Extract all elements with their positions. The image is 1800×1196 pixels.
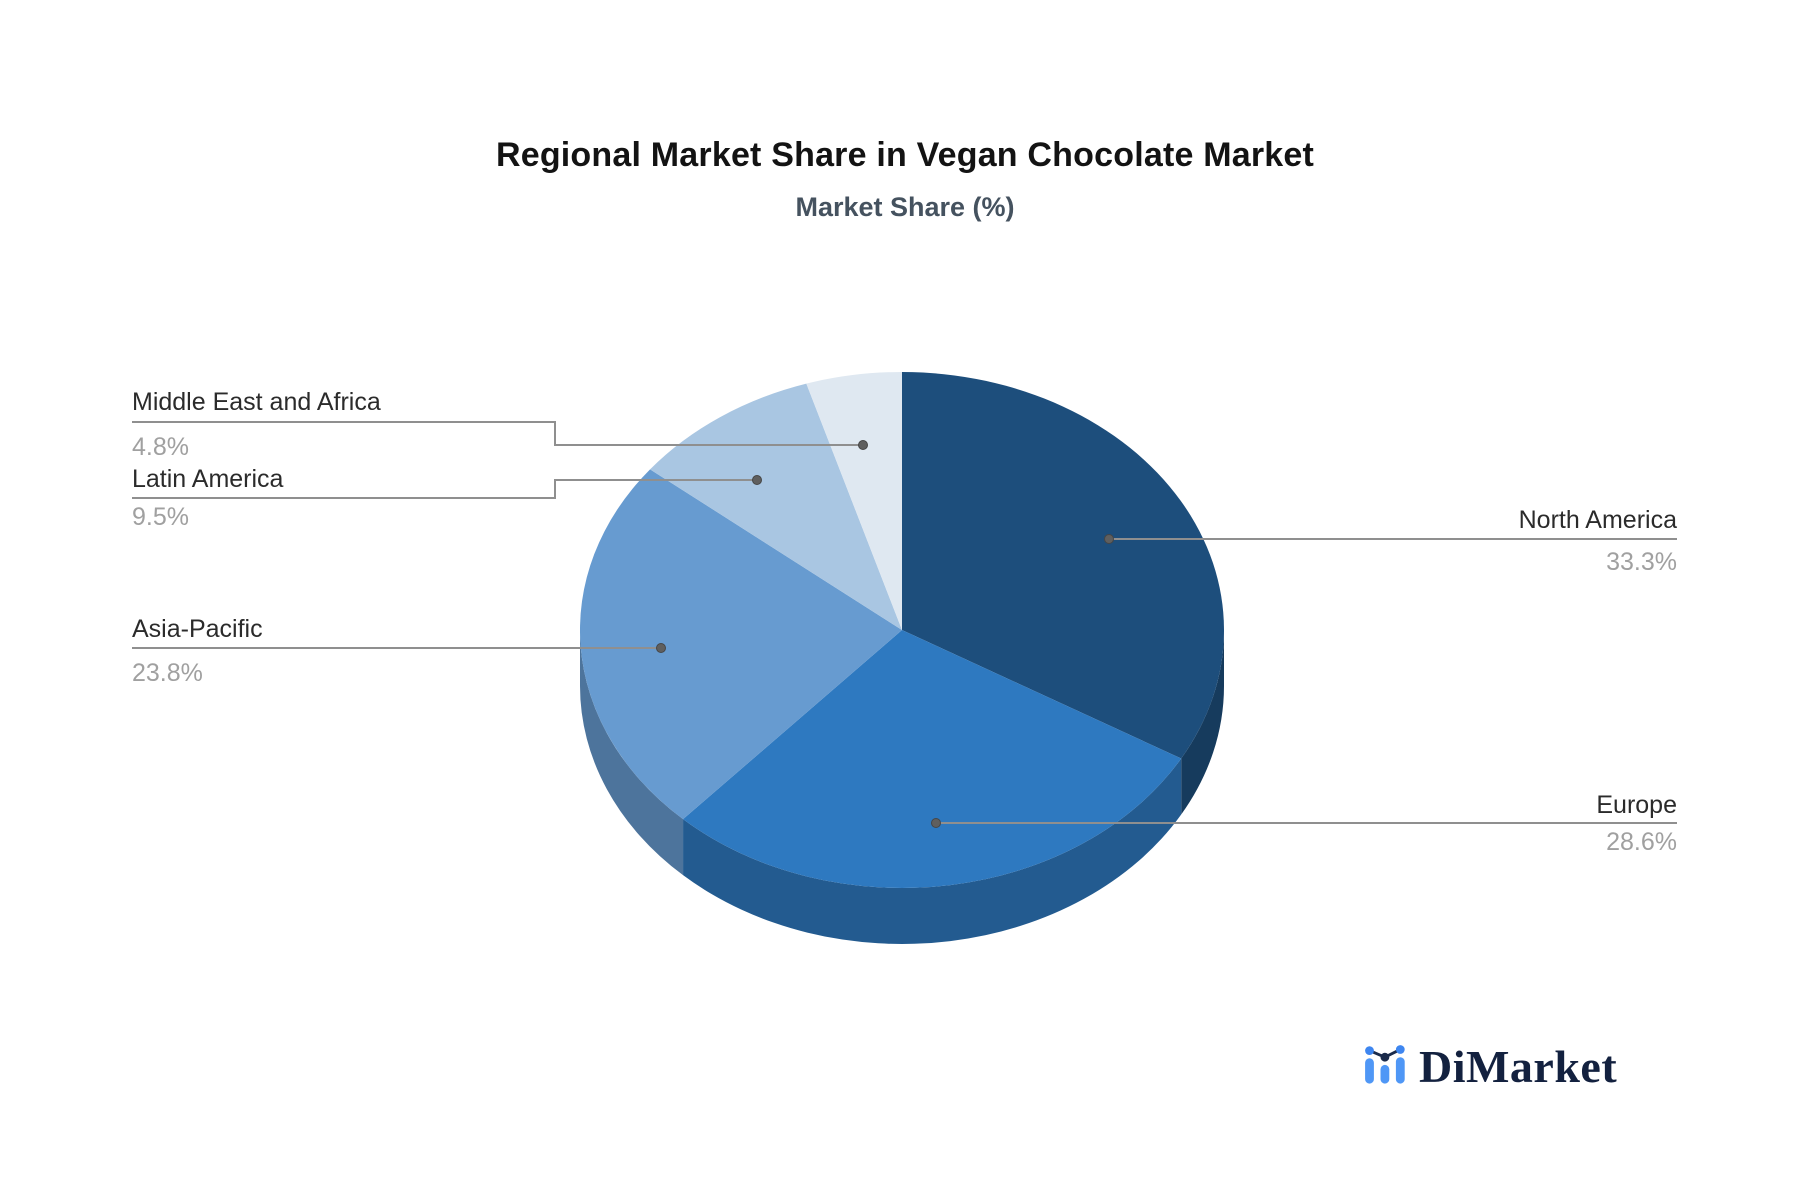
pie-slice-asia-pacific	[579, 469, 902, 820]
brand-logo: DiMarket	[1364, 1040, 1618, 1092]
leader-dot-north-america	[1104, 534, 1114, 544]
pie-slice-side-asia-pacific	[580, 630, 684, 876]
label-europe: Europe	[1596, 791, 1677, 819]
chart-title: Regional Market Share in Vegan Chocolate…	[495, 136, 1315, 174]
value-north-america: 33.3%	[1606, 548, 1677, 576]
pie-slice-side-europe	[683, 758, 1182, 945]
value-asia-pacific: 23.8%	[132, 659, 203, 687]
label-north-america: North America	[1518, 506, 1677, 534]
brand-name: DiMarket	[1419, 1040, 1618, 1092]
label-latin-america: Latin America	[132, 465, 284, 493]
pie-slice-north-america	[902, 372, 1224, 759]
pie-slice-side-north-america	[1181, 630, 1224, 815]
label-middle-east-and-africa: Middle East and Africa	[132, 388, 381, 416]
leader-line-latin-america	[132, 479, 757, 499]
value-middle-east-and-africa: 4.8%	[132, 433, 189, 461]
chart-subtitle: Market Share (%)	[795, 192, 1015, 222]
dimarket-logo-icon	[1365, 1045, 1405, 1084]
label-asia-pacific: Asia-Pacific	[132, 615, 263, 643]
leader-dot-latin-america	[752, 475, 762, 485]
leader-line-middle-east-and-africa	[132, 421, 863, 446]
pie-slice-middle-east-and-africa	[806, 372, 902, 630]
value-latin-america: 9.5%	[132, 503, 189, 531]
leader-dot-middle-east-and-africa	[858, 440, 868, 450]
leader-dot-asia-pacific	[656, 643, 666, 653]
leader-dot-europe	[931, 818, 941, 828]
value-europe: 28.6%	[1606, 828, 1677, 856]
